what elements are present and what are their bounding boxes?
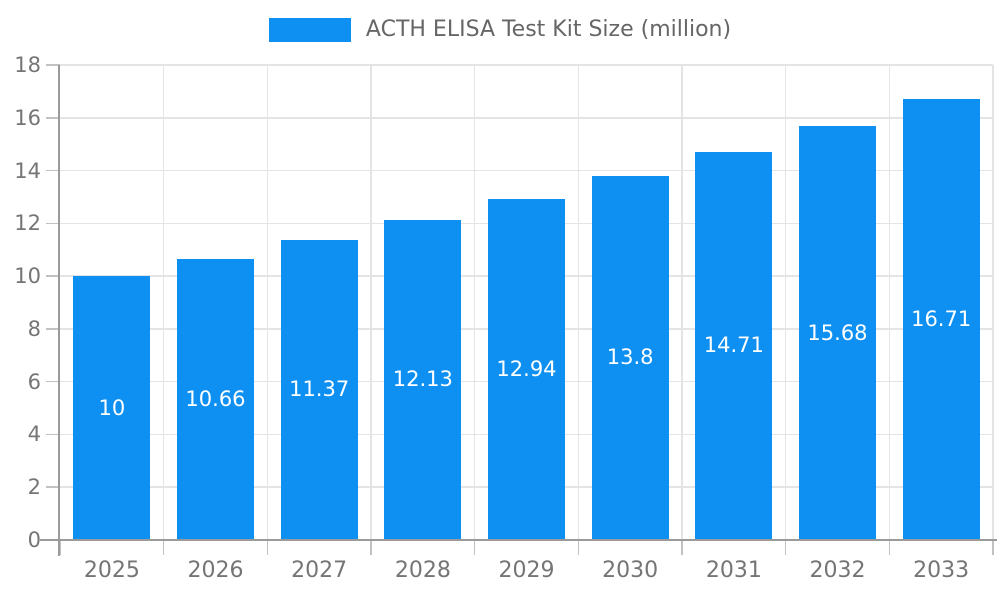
x-axis-tick (577, 540, 580, 555)
y-axis-tick (46, 433, 60, 436)
x-axis-tick (992, 540, 994, 555)
bar: 12.13 (384, 219, 462, 540)
y-axis-tick (46, 380, 60, 383)
y-axis-tick-label: 10 (14, 264, 41, 289)
x-axis-tick-label: 2029 (498, 558, 555, 583)
y-axis-line (58, 65, 60, 556)
bar: 14.71 (695, 151, 773, 540)
y-axis-tick-label: 4 (27, 422, 41, 447)
bar-value-label: 14.71 (703, 333, 764, 358)
legend-swatch (268, 17, 351, 42)
y-axis-tick (46, 486, 60, 488)
gridline-vertical (888, 65, 891, 540)
gridline-vertical (577, 65, 580, 540)
y-axis-tick (46, 64, 60, 66)
bar-value-label: 10.66 (185, 386, 246, 411)
gridline-vertical (992, 65, 994, 540)
bar-value-label: 16.71 (911, 307, 972, 331)
gridline-vertical (266, 65, 269, 540)
bar-value-label: 10 (98, 395, 126, 420)
y-axis-tick-label: 14 (14, 158, 41, 183)
x-axis-tick (266, 540, 269, 555)
gridline-vertical (370, 65, 372, 540)
legend: ACTH ELISA Test Kit Size (million) (0, 17, 1000, 42)
bar: 10.66 (177, 258, 254, 540)
y-axis-tick-label: 8 (27, 316, 41, 341)
bar: 11.37 (280, 239, 358, 540)
y-axis-tick-label: 2 (27, 475, 41, 500)
gridline-vertical (473, 65, 476, 540)
gridline-vertical (784, 65, 787, 540)
x-axis-tick-label: 2030 (602, 558, 659, 583)
y-axis-tick (46, 222, 60, 225)
x-axis-tick-label: 2026 (187, 558, 244, 583)
x-axis-tick (473, 540, 476, 555)
x-axis-tick (162, 540, 165, 555)
x-axis-tick-label: 2025 (83, 558, 140, 583)
y-axis-tick-label: 6 (27, 369, 41, 394)
x-axis-tick-label: 2031 (705, 558, 762, 583)
gridline-horizontal (60, 117, 993, 119)
bar-value-label: 12.94 (496, 356, 557, 381)
gridline-horizontal (60, 169, 993, 172)
y-axis-tick (46, 328, 60, 330)
x-axis-tick (370, 540, 372, 555)
x-axis-tick (888, 540, 891, 555)
bar-value-label: 11.37 (289, 377, 350, 402)
x-axis-tick (681, 540, 683, 555)
x-axis-tick-label: 2027 (291, 558, 348, 583)
x-axis-tick (784, 540, 787, 555)
y-axis-tick-label: 0 (27, 528, 41, 552)
legend-label: ACTH ELISA Test Kit Size (million) (365, 17, 732, 42)
x-axis-tick (59, 540, 61, 555)
bar-value-label: 15.68 (807, 320, 868, 345)
x-axis-tick-label: 2028 (394, 558, 451, 583)
y-axis-tick-label: 18 (14, 53, 41, 77)
gridline-horizontal (60, 64, 993, 66)
gridline-vertical (681, 65, 683, 540)
y-axis-tick-label: 12 (14, 211, 41, 236)
bar: 15.68 (799, 126, 876, 540)
x-axis-tick-label: 2033 (913, 558, 970, 583)
y-axis-tick (46, 117, 60, 119)
y-axis-tick (46, 275, 60, 277)
x-axis-line (40, 539, 997, 541)
bar-value-label: 13.8 (606, 345, 654, 370)
y-axis-tick-label: 16 (14, 105, 41, 130)
x-axis-tick-label: 2032 (809, 558, 866, 583)
gridline-vertical (162, 65, 165, 540)
y-axis-tick (46, 169, 60, 172)
bar: 13.8 (591, 175, 669, 540)
bar: 16.71 (902, 99, 980, 540)
bar: 12.94 (488, 198, 565, 540)
bar: 10 (73, 276, 151, 540)
bar-value-label: 12.13 (392, 367, 453, 392)
